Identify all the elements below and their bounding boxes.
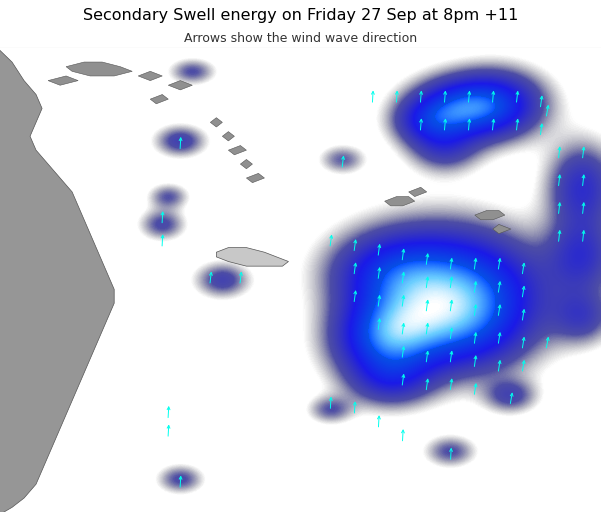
Polygon shape	[216, 248, 288, 266]
Polygon shape	[168, 80, 192, 90]
Text: Secondary Swell energy on Friday 27 Sep at 8pm +11: Secondary Swell energy on Friday 27 Sep …	[83, 8, 518, 23]
Polygon shape	[138, 71, 162, 80]
Polygon shape	[66, 62, 132, 76]
Polygon shape	[210, 118, 222, 127]
Polygon shape	[150, 95, 168, 104]
Polygon shape	[493, 224, 511, 233]
Polygon shape	[475, 210, 505, 220]
Polygon shape	[409, 187, 427, 197]
Polygon shape	[228, 145, 246, 155]
Polygon shape	[385, 197, 415, 206]
Polygon shape	[246, 174, 264, 183]
Polygon shape	[222, 132, 234, 141]
Polygon shape	[240, 159, 252, 169]
Polygon shape	[0, 39, 114, 512]
Text: Arrows show the wind wave direction: Arrows show the wind wave direction	[184, 32, 417, 45]
Polygon shape	[48, 76, 78, 85]
